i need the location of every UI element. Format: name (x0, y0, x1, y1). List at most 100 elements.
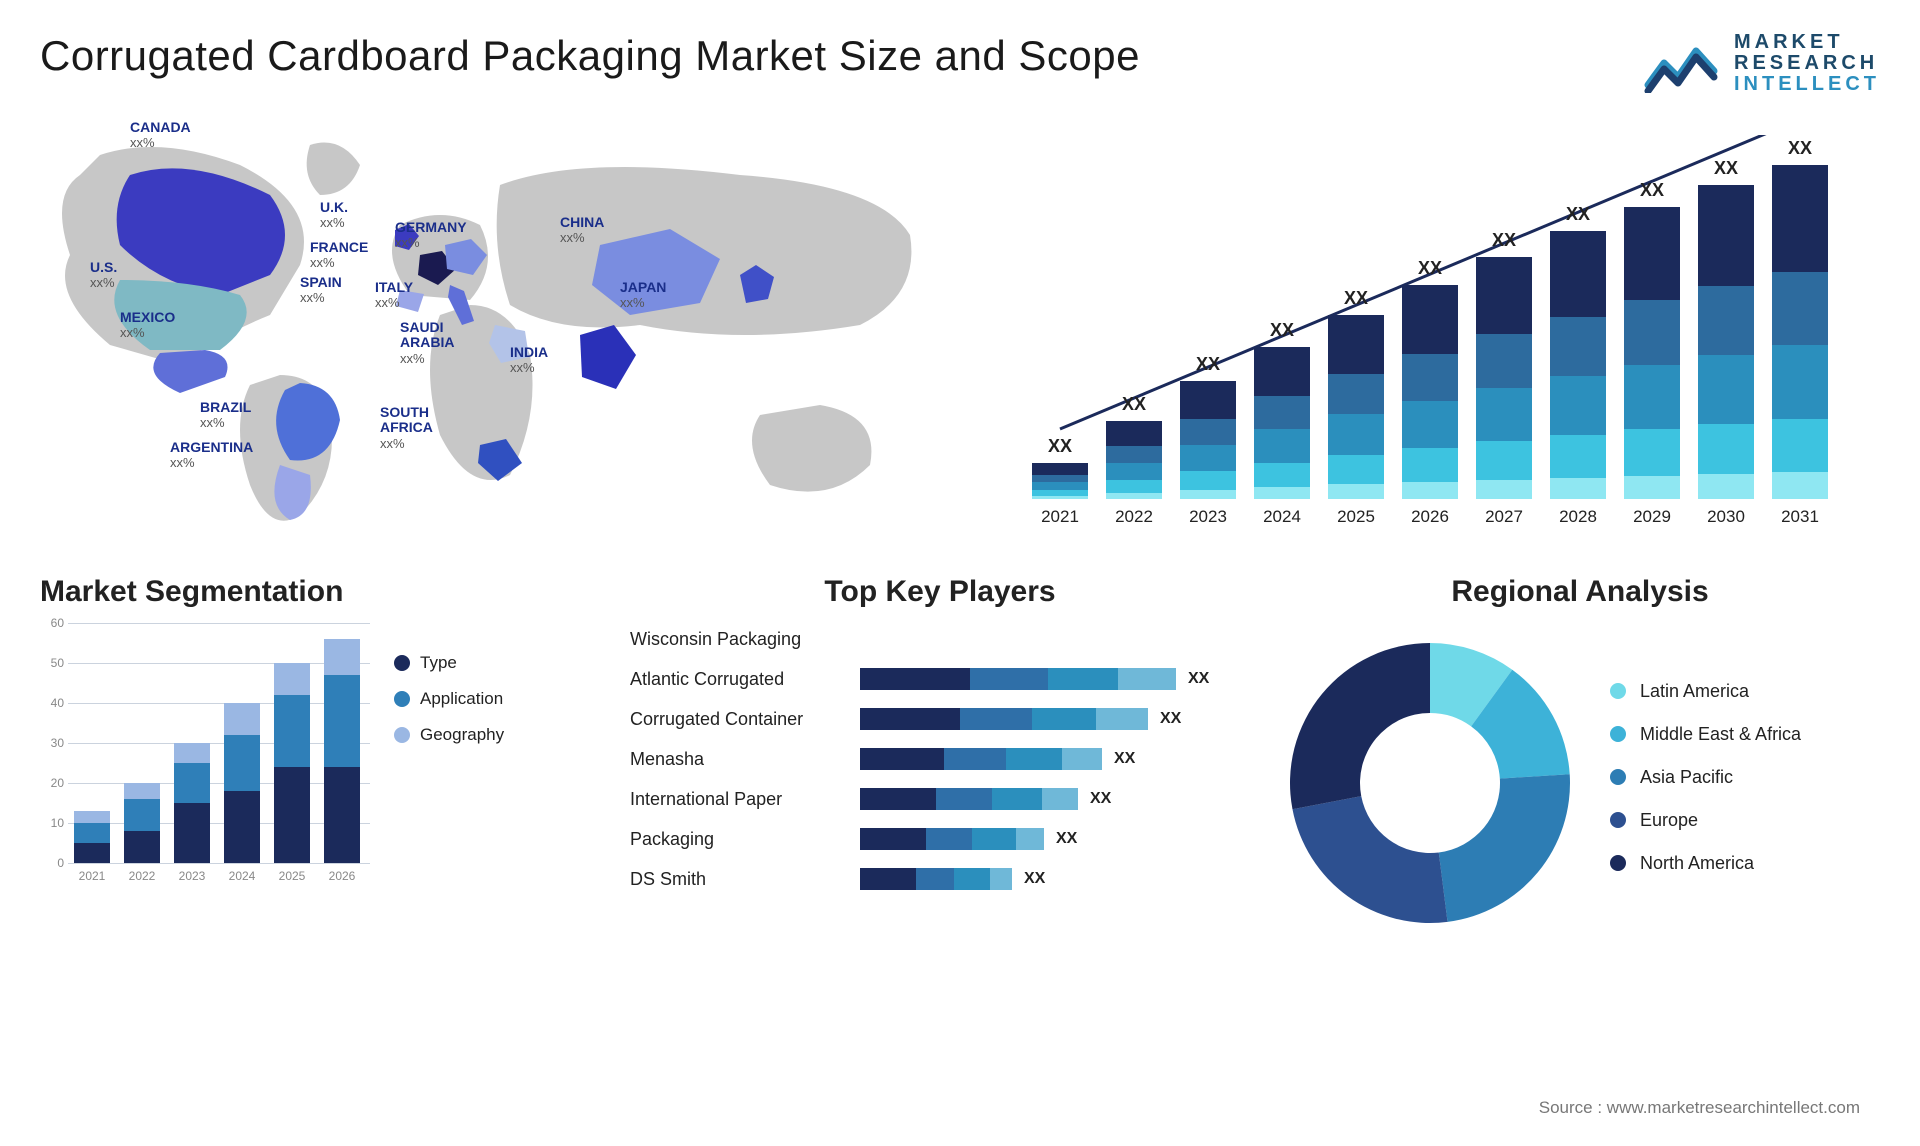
player-bar (860, 788, 1078, 810)
growth-bar-label: XX (1624, 180, 1680, 201)
regional-legend: Latin America Middle East & Africa Asia Pa… (1610, 661, 1801, 896)
growth-year-label: 2029 (1618, 507, 1686, 527)
growth-bar-label: XX (1032, 436, 1088, 457)
growth-bar (1772, 165, 1828, 499)
y-tick-label: 40 (40, 696, 64, 710)
swatch-icon (1610, 726, 1626, 742)
x-tick-label: 2023 (170, 869, 214, 883)
player-value: XX (1160, 710, 1181, 728)
regional-donut (1280, 633, 1580, 933)
seg-bar (274, 663, 310, 863)
player-row: International PaperXX (630, 783, 1250, 815)
growth-chart-panel: XX2021XX2022XX2023XX2024XX2025XX2026XX20… (980, 115, 1880, 535)
seg-bar (124, 783, 160, 863)
growth-bar (1180, 381, 1236, 499)
map-label-japan: JAPANxx% (620, 280, 666, 311)
y-tick-label: 30 (40, 736, 64, 750)
player-value: XX (1188, 670, 1209, 688)
seg-bar (224, 703, 260, 863)
growth-bar (1624, 207, 1680, 499)
header: Corrugated Cardboard Packaging Market Si… (40, 32, 1880, 95)
legend-label: North America (1640, 853, 1754, 874)
seg-bar (324, 639, 360, 863)
map-label-u-k-: U.K.xx% (320, 200, 348, 231)
x-tick-label: 2024 (220, 869, 264, 883)
y-tick-label: 10 (40, 816, 64, 830)
player-name: DS Smith (630, 869, 860, 890)
swatch-icon (394, 655, 410, 671)
y-tick-label: 20 (40, 776, 64, 790)
map-label-spain: SPAINxx% (300, 275, 342, 306)
swatch-icon (394, 727, 410, 743)
growth-bar (1550, 231, 1606, 499)
swatch-icon (1610, 812, 1626, 828)
player-row: Packaging XX (630, 823, 1250, 855)
legend-label: Geography (420, 725, 504, 745)
map-label-u-s-: U.S.xx% (90, 260, 117, 291)
seg-bar (174, 743, 210, 863)
player-bar (860, 748, 1102, 770)
legend-item: Latin America (1610, 681, 1801, 702)
player-bar (860, 668, 1176, 690)
legend-item: Geography (394, 725, 504, 745)
growth-bar (1328, 315, 1384, 499)
players-panel: Top Key Players Wisconsin Packaging Atlan… (630, 575, 1250, 903)
growth-bar (1032, 463, 1088, 499)
growth-year-label: 2023 (1174, 507, 1242, 527)
legend-label: Application (420, 689, 503, 709)
map-label-italy: ITALYxx% (375, 280, 413, 311)
players-title: Top Key Players (630, 575, 1250, 609)
player-row: MenashaXX (630, 743, 1250, 775)
player-name: Packaging (630, 829, 860, 850)
x-tick-label: 2025 (270, 869, 314, 883)
growth-bar-label: XX (1476, 230, 1532, 251)
player-bar (860, 868, 1012, 890)
growth-bar-label: XX (1106, 394, 1162, 415)
player-name: Wisconsin Packaging (630, 629, 860, 650)
player-value: XX (1114, 750, 1135, 768)
player-value: XX (1056, 830, 1077, 848)
growth-year-label: 2031 (1766, 507, 1834, 527)
growth-year-label: 2030 (1692, 507, 1760, 527)
regional-panel: Regional Analysis Latin AmericaMiddle Ea… (1280, 575, 1880, 933)
map-label-germany: GERMANYxx% (395, 220, 467, 251)
growth-bar-label: XX (1698, 158, 1754, 179)
growth-year-label: 2025 (1322, 507, 1390, 527)
map-label-saudi-arabia: SAUDI ARABIAxx% (400, 320, 470, 366)
world-map-panel: CANADAxx%U.S.xx%MEXICOxx%BRAZILxx%ARGENT… (40, 115, 940, 535)
growth-bar-label: XX (1772, 138, 1828, 159)
gridline (68, 863, 370, 864)
growth-bar-label: XX (1402, 258, 1458, 279)
legend-item: Asia Pacific (1610, 767, 1801, 788)
page-title: Corrugated Cardboard Packaging Market Si… (40, 32, 1140, 80)
gridline (68, 623, 370, 624)
growth-year-label: 2022 (1100, 507, 1168, 527)
legend-item: Type (394, 653, 504, 673)
seg-bar (74, 811, 110, 863)
legend-label: Middle East & Africa (1640, 724, 1801, 745)
map-label-india: INDIAxx% (510, 345, 548, 376)
growth-bar-label: XX (1328, 288, 1384, 309)
logo-mark-icon (1644, 35, 1722, 93)
growth-bar-label: XX (1180, 354, 1236, 375)
player-row: Corrugated Container XX (630, 703, 1250, 735)
growth-bar-label: XX (1254, 320, 1310, 341)
player-name: Atlantic Corrugated (630, 669, 860, 690)
source-attribution: Source : www.marketresearchintellect.com (1539, 1098, 1860, 1118)
x-tick-label: 2022 (120, 869, 164, 883)
growth-bar (1402, 285, 1458, 499)
x-tick-label: 2021 (70, 869, 114, 883)
player-name: International Paper (630, 789, 860, 810)
segmentation-chart: 0102030405060202120222023202420252026 (40, 623, 370, 883)
player-name: Corrugated Container (630, 709, 860, 730)
growth-bar (1106, 421, 1162, 499)
map-label-china: CHINAxx% (560, 215, 604, 246)
legend-label: Latin America (1640, 681, 1749, 702)
bottom-row: Market Segmentation 01020304050602021202… (40, 575, 1880, 933)
x-tick-label: 2026 (320, 869, 364, 883)
player-bar (860, 708, 1148, 730)
map-label-france: FRANCExx% (310, 240, 368, 271)
y-tick-label: 0 (40, 856, 64, 870)
map-label-argentina: ARGENTINAxx% (170, 440, 253, 471)
player-row: Wisconsin Packaging (630, 623, 1250, 655)
